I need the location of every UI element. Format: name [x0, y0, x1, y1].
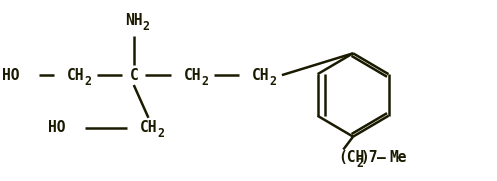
Text: CH: CH: [67, 68, 84, 83]
Text: 2: 2: [356, 157, 363, 170]
Text: 2: 2: [201, 75, 208, 88]
Text: 2: 2: [143, 20, 150, 33]
Text: CH: CH: [140, 120, 157, 135]
Text: 2: 2: [157, 127, 164, 140]
Text: —: —: [377, 150, 386, 165]
Text: HO: HO: [2, 68, 20, 83]
Text: NH: NH: [125, 13, 143, 28]
Text: HO: HO: [48, 120, 66, 135]
Text: CH: CH: [183, 68, 201, 83]
Text: 2: 2: [269, 75, 276, 88]
Text: )7: )7: [361, 150, 378, 165]
Text: C: C: [129, 68, 138, 83]
Text: Me: Me: [389, 150, 407, 165]
Text: 2: 2: [84, 75, 91, 88]
Text: CH: CH: [252, 68, 269, 83]
Text: (CH: (CH: [338, 150, 365, 165]
